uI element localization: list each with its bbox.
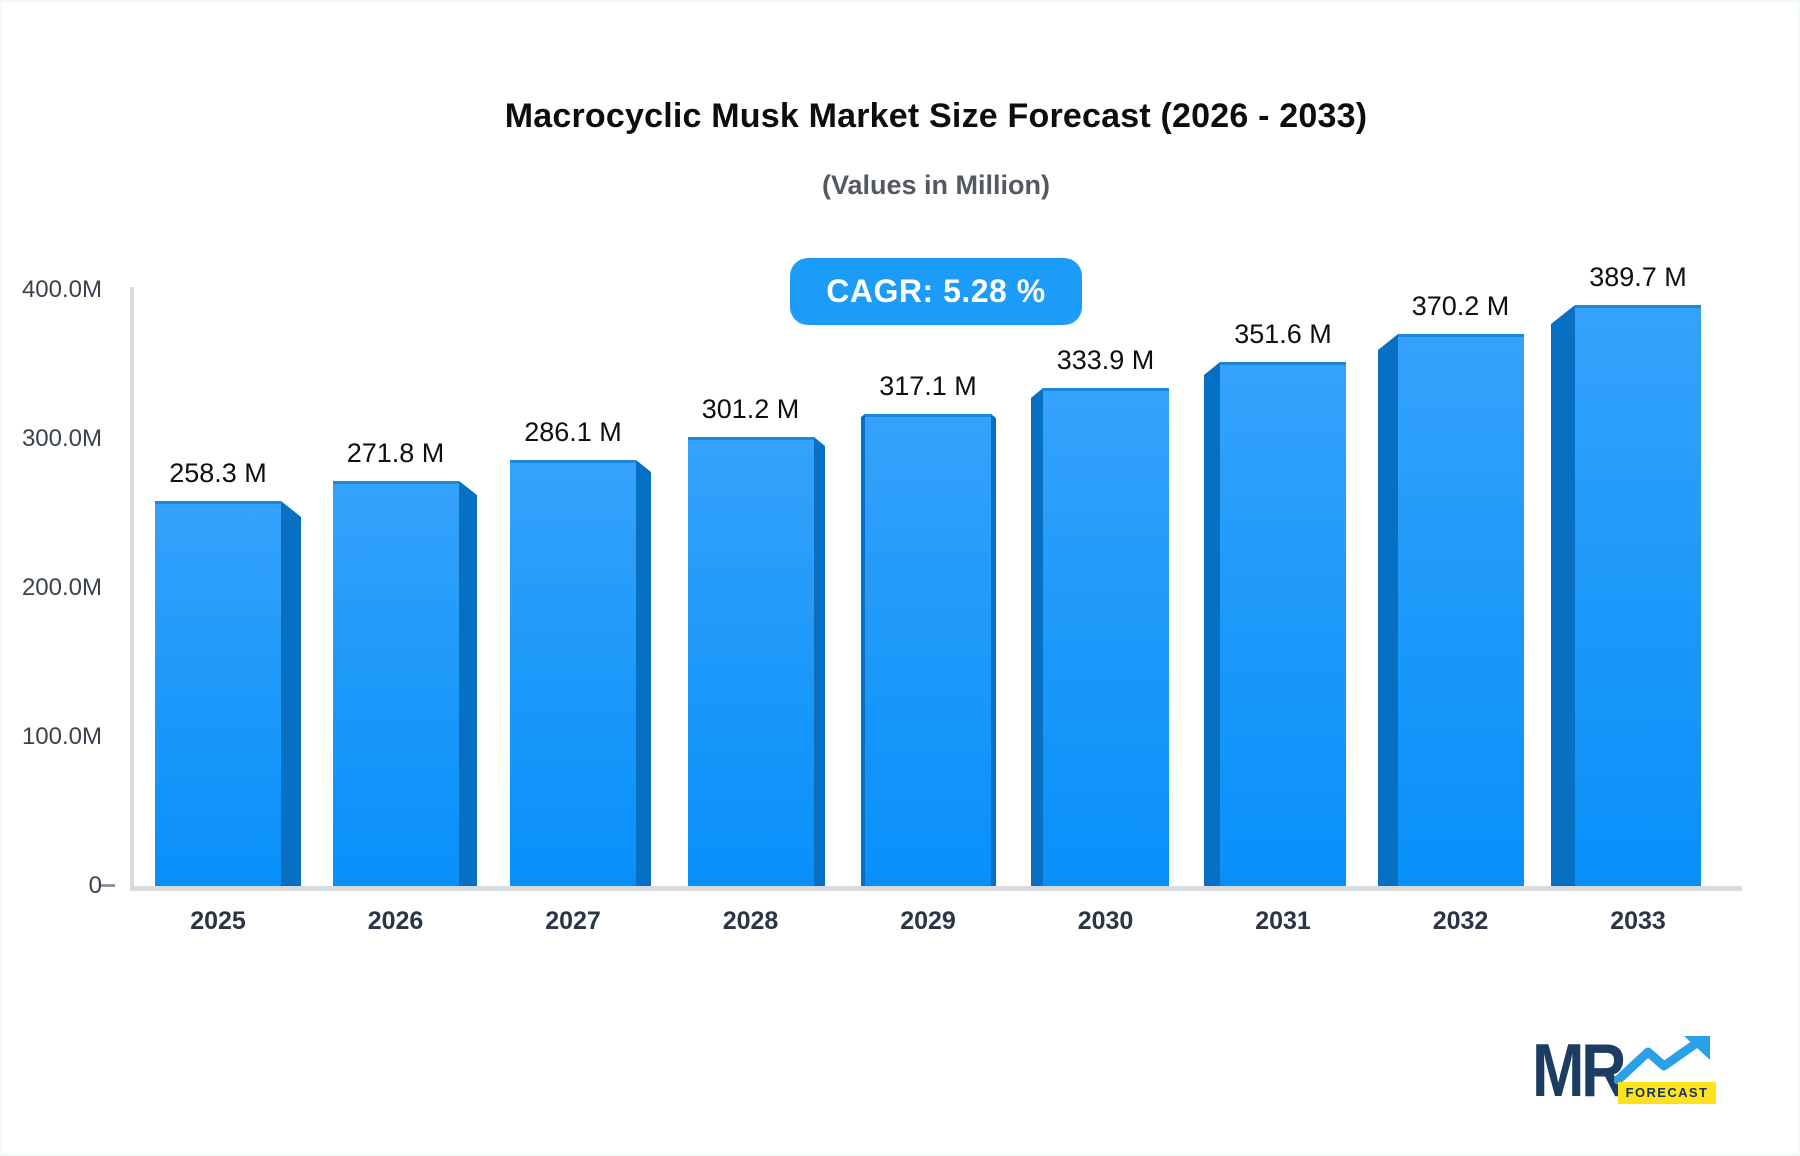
x-axis-label: 2029 xyxy=(900,907,956,935)
cagr-badge: CAGR: 5.28 % xyxy=(790,258,1082,325)
bar-2032 xyxy=(1377,334,1524,886)
y-axis-tick-label: 300.0M xyxy=(21,425,102,452)
value-label: 351.6 M xyxy=(1234,319,1332,349)
value-label: 389.7 M xyxy=(1589,262,1687,292)
bar-side-face xyxy=(1377,334,1398,886)
bar-side-face xyxy=(813,437,825,886)
logo-trend-arrow-icon xyxy=(1614,1036,1710,1085)
y-axis-tick-label: 100.0M xyxy=(21,723,102,750)
bar-main-face xyxy=(1575,305,1701,886)
bar-side-face xyxy=(281,501,301,886)
bar-main-face xyxy=(155,501,281,886)
x-axis-label: 2025 xyxy=(190,907,246,935)
x-axis-label: 2033 xyxy=(1610,907,1666,935)
bar-side-face xyxy=(861,414,865,886)
value-label: 258.3 M xyxy=(169,458,267,488)
x-axis-label: 2031 xyxy=(1255,907,1311,935)
logo-mr-text: MR xyxy=(1532,1028,1627,1112)
chart-title: Macrocyclic Musk Market Size Forecast (2… xyxy=(504,97,1368,135)
bar-2029 xyxy=(861,414,996,886)
x-axis-line xyxy=(130,886,1742,891)
value-label: 286.1 M xyxy=(524,417,622,447)
chart-subtitle: (Values in Million) xyxy=(821,170,1051,200)
x-axis-label: 2027 xyxy=(545,907,601,935)
value-label: 271.8 M xyxy=(346,438,445,468)
bar-2026 xyxy=(332,481,477,886)
brand-logo: MR FORECAST xyxy=(1532,1028,1732,1122)
bar-main-face xyxy=(1220,362,1346,886)
bar-side-face xyxy=(1551,305,1575,886)
bar-side-face xyxy=(458,481,477,886)
y-axis-line xyxy=(130,287,134,891)
value-label: 317.1 M xyxy=(879,371,977,401)
bar-side-face xyxy=(991,414,996,886)
bar-main-face xyxy=(1042,388,1169,886)
logo-forecast-label: FORECAST xyxy=(1618,1082,1716,1104)
bar-2030 xyxy=(1030,388,1169,886)
bar-side-face xyxy=(636,460,651,886)
bar-main-face xyxy=(687,437,814,886)
value-label: 301.2 M xyxy=(701,394,800,424)
x-axis-label: 2028 xyxy=(722,907,779,935)
x-axis-label: 2032 xyxy=(1432,907,1489,935)
bar-2025 xyxy=(155,501,301,886)
bar-side-face xyxy=(1204,362,1220,886)
y-axis-tick-label: 400.0M xyxy=(21,276,102,303)
bar-2028 xyxy=(687,437,825,886)
value-label: 370.2 M xyxy=(1411,291,1510,321)
bar-main-face xyxy=(1397,334,1524,886)
bar-main-face xyxy=(510,460,636,886)
x-axis-label: 2030 xyxy=(1077,907,1134,935)
bar-main-face xyxy=(865,414,991,886)
y-axis-tick-label: 200.0M xyxy=(21,574,102,601)
bar-2031 xyxy=(1204,362,1346,886)
bar-2033 xyxy=(1551,305,1701,886)
y-axis-tick-label: 0 xyxy=(88,872,102,899)
value-label: 333.9 M xyxy=(1056,345,1155,375)
bar-main-face xyxy=(332,481,459,886)
bar-2027 xyxy=(510,460,651,886)
bar-side-face xyxy=(1030,388,1043,886)
zero-tick-mark xyxy=(99,884,115,887)
x-axis-label: 2026 xyxy=(367,907,424,935)
